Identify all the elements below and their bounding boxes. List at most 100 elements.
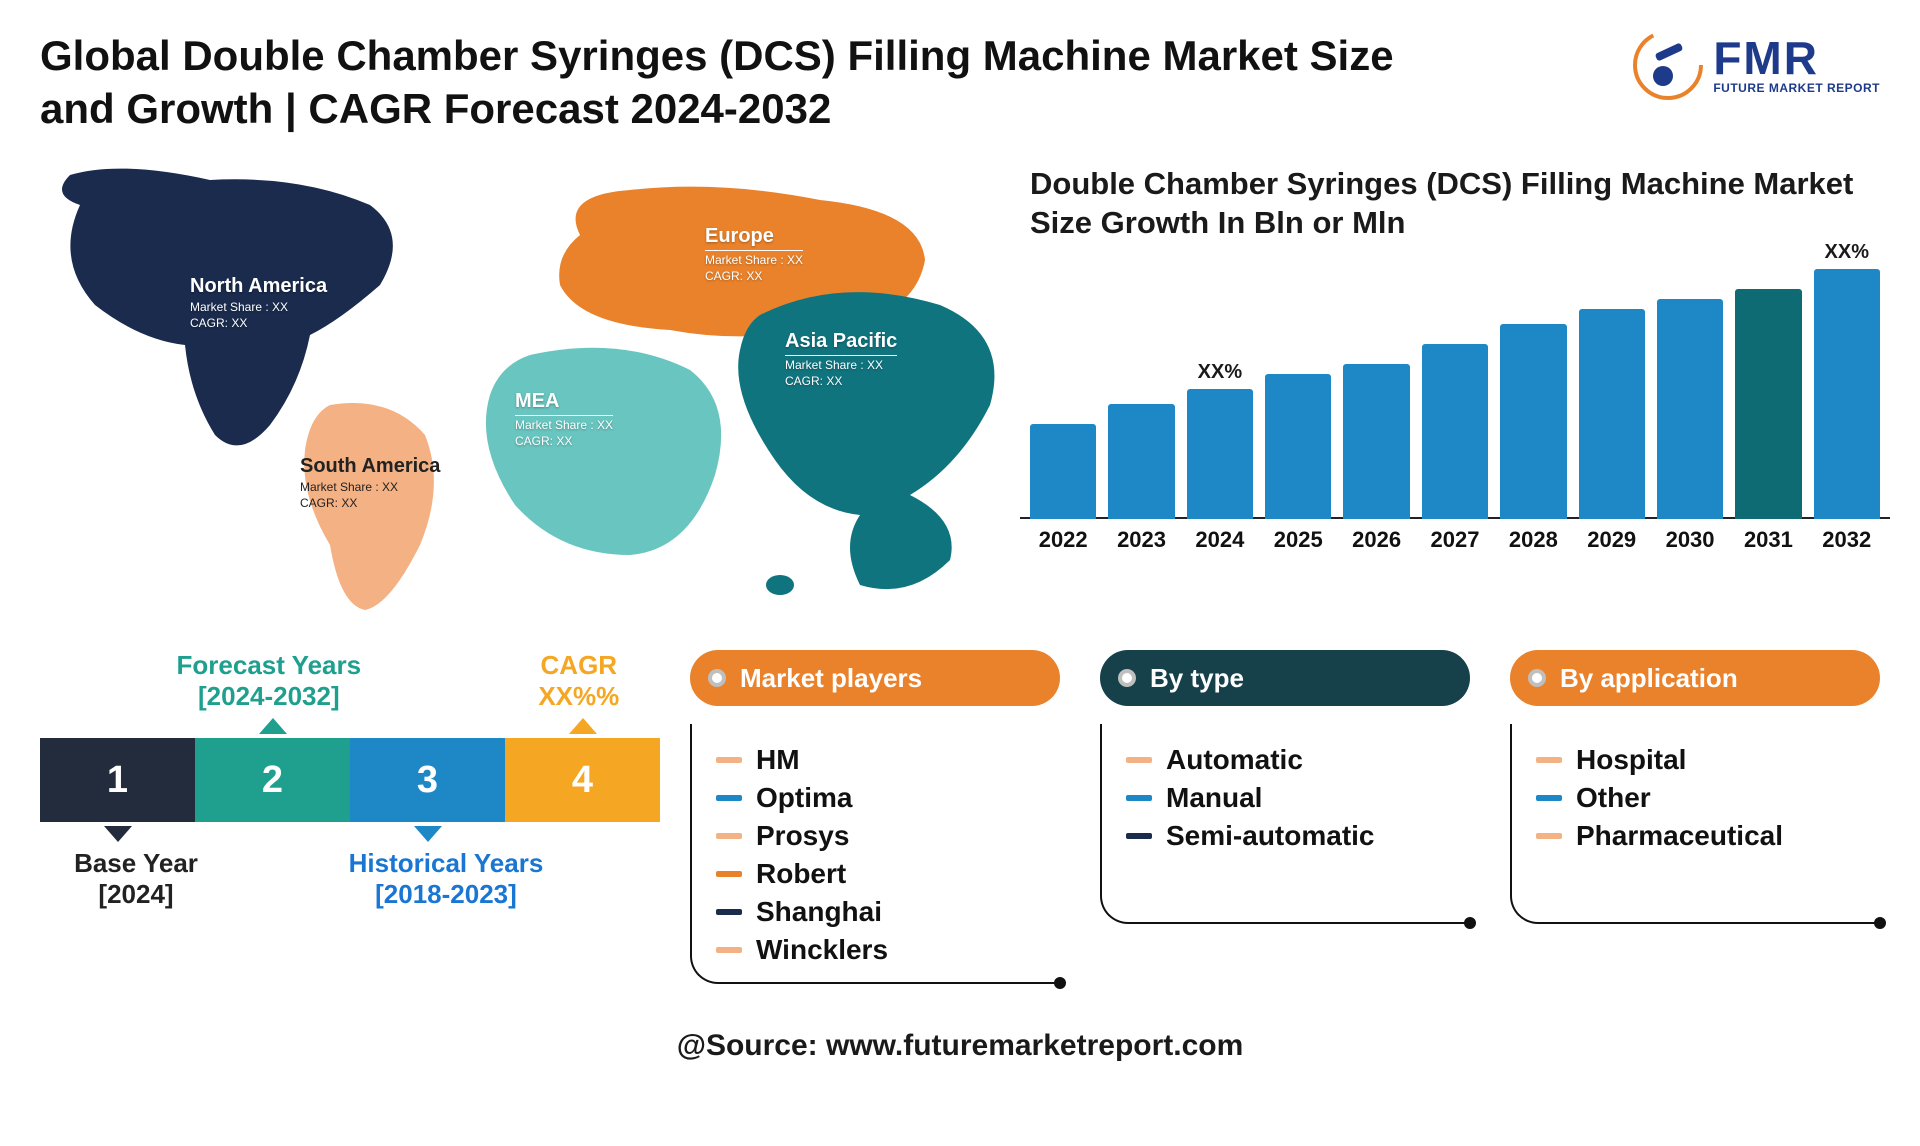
bar-rect xyxy=(1657,299,1723,519)
dash-icon xyxy=(1126,833,1152,839)
bar-rect xyxy=(1579,309,1645,519)
bar-group: 2023 xyxy=(1108,404,1174,553)
triangle-down-icon xyxy=(104,826,132,842)
list-item-label: Optima xyxy=(756,782,852,814)
list-item-label: Pharmaceutical xyxy=(1576,820,1783,852)
dash-icon xyxy=(1126,795,1152,801)
timeline-block: x Forecast Years [2024-2032] x CAGR XX%%… xyxy=(40,650,660,984)
timeline-segment: 2 xyxy=(195,738,350,822)
dash-icon xyxy=(716,909,742,915)
region-mea xyxy=(460,335,750,565)
list-item-label: Semi-automatic xyxy=(1166,820,1375,852)
list-item: Wincklers xyxy=(716,934,1052,966)
list-item-label: Hospital xyxy=(1576,744,1686,776)
triangle-down-icon xyxy=(414,826,442,842)
bar-group: XX%2032 xyxy=(1814,269,1880,553)
by-type-list: Automatic Manual Semi-automatic xyxy=(1100,724,1470,924)
dot-icon xyxy=(1528,669,1546,687)
map-label-ap: Asia Pacific Market Share : XX CAGR: XX xyxy=(785,330,897,388)
bar-rect xyxy=(1814,269,1880,519)
bar-rect xyxy=(1030,424,1096,519)
bar-group: 2030 xyxy=(1657,299,1723,553)
fmr-logo: FMR FUTURE MARKET REPORT xyxy=(1633,30,1880,100)
map-label-eu: Europe Market Share : XX CAGR: XX xyxy=(705,225,803,283)
market-players-pill: Market players xyxy=(690,650,1060,706)
historical-years-label: Historical Years [2018-2023] xyxy=(349,848,544,910)
logo-subtitle: FUTURE MARKET REPORT xyxy=(1713,81,1880,95)
list-item-label: Robert xyxy=(756,858,846,890)
chart-title: Double Chamber Syringes (DCS) Filling Ma… xyxy=(1030,165,1880,243)
dash-icon xyxy=(1536,795,1562,801)
bar-group: 2025 xyxy=(1265,374,1331,553)
bar-category-label: 2029 xyxy=(1587,527,1636,553)
triangle-up-icon xyxy=(569,718,597,734)
timeline-segment: 1 xyxy=(40,738,195,822)
list-item-label: Automatic xyxy=(1166,744,1303,776)
bar-category-label: 2026 xyxy=(1352,527,1401,553)
bar-group: 2026 xyxy=(1343,364,1409,553)
by-application-block: By application Hospital Other Pharmaceutic… xyxy=(1510,650,1880,984)
bar-group: 2031 xyxy=(1735,289,1801,553)
bar-category-label: 2025 xyxy=(1274,527,1323,553)
list-item: Prosys xyxy=(716,820,1052,852)
dash-icon xyxy=(716,757,742,763)
source-attribution: @Source: www.futuremarketreport.com xyxy=(40,1029,1880,1063)
map-label-sa: South America Market Share : XX CAGR: XX xyxy=(300,455,440,510)
cagr-label: CAGR XX%% xyxy=(538,650,619,712)
bar-category-label: 2023 xyxy=(1117,527,1166,553)
list-item: Hospital xyxy=(1536,744,1872,776)
logo-acronym: FMR xyxy=(1713,35,1819,81)
timeline-bar: 1234 xyxy=(40,738,660,822)
dash-icon xyxy=(716,795,742,801)
bar-group: 2022 xyxy=(1030,424,1096,553)
bar-rect xyxy=(1422,344,1488,519)
bar-rect xyxy=(1265,374,1331,519)
list-item-label: Manual xyxy=(1166,782,1262,814)
dot-icon xyxy=(1118,669,1136,687)
forecast-years-label: Forecast Years [2024-2032] xyxy=(177,650,362,712)
list-item-label: Prosys xyxy=(756,820,849,852)
world-map: North America Market Share : XX CAGR: XX… xyxy=(40,165,1000,595)
bar-rect xyxy=(1108,404,1174,519)
bar-group: 2029 xyxy=(1579,309,1645,553)
list-item-label: Wincklers xyxy=(756,934,888,966)
by-type-block: By type AutomaticManualSemi-automatic xyxy=(1100,650,1470,984)
bar-rect xyxy=(1187,389,1253,519)
list-item: Manual xyxy=(1126,782,1462,814)
dash-icon xyxy=(716,833,742,839)
bar-rect xyxy=(1500,324,1566,519)
market-players-list: HMOptimaProsysRobertShanghaiWincklers xyxy=(690,724,1060,984)
map-label-mea: MEA Market Share : XX CAGR: XX xyxy=(515,390,613,448)
by-application-pill: By application xyxy=(1510,650,1880,706)
market-players-block: Market players HMOptimaProsysRobertShang… xyxy=(690,650,1060,984)
list-item: Semi-automatic xyxy=(1126,820,1462,852)
bar-series: 20222023XX%20242025202620272028202920302… xyxy=(1030,263,1880,553)
dash-icon xyxy=(1536,833,1562,839)
bar-group: 2028 xyxy=(1500,324,1566,553)
bar-value-label: XX% xyxy=(1198,361,1242,383)
list-item-label: Other xyxy=(1576,782,1651,814)
bar-category-label: 2024 xyxy=(1195,527,1244,553)
bar-category-label: 2032 xyxy=(1822,527,1871,553)
bar-category-label: 2022 xyxy=(1039,527,1088,553)
bar-group: 2027 xyxy=(1422,344,1488,553)
bar-rect xyxy=(1735,289,1801,519)
list-item: Robert xyxy=(716,858,1052,890)
timeline-segment: 3 xyxy=(350,738,505,822)
bar-group: XX%2024 xyxy=(1187,389,1253,553)
dot-icon xyxy=(708,669,726,687)
bar-value-label: XX% xyxy=(1825,241,1869,263)
dash-icon xyxy=(1536,757,1562,763)
dash-icon xyxy=(716,871,742,877)
list-item: HM xyxy=(716,744,1052,776)
list-item: Automatic xyxy=(1126,744,1462,776)
dash-icon xyxy=(1126,757,1152,763)
list-item: Optima xyxy=(716,782,1052,814)
dash-icon xyxy=(716,947,742,953)
bar-category-label: 2030 xyxy=(1666,527,1715,553)
market-growth-chart: Double Chamber Syringes (DCS) Filling Ma… xyxy=(1030,165,1880,595)
by-application-list: Hospital Other Pharmaceutical xyxy=(1510,724,1880,924)
timeline-segment: 4 xyxy=(505,738,660,822)
telescope-icon xyxy=(1633,30,1703,100)
triangle-up-icon xyxy=(259,718,287,734)
